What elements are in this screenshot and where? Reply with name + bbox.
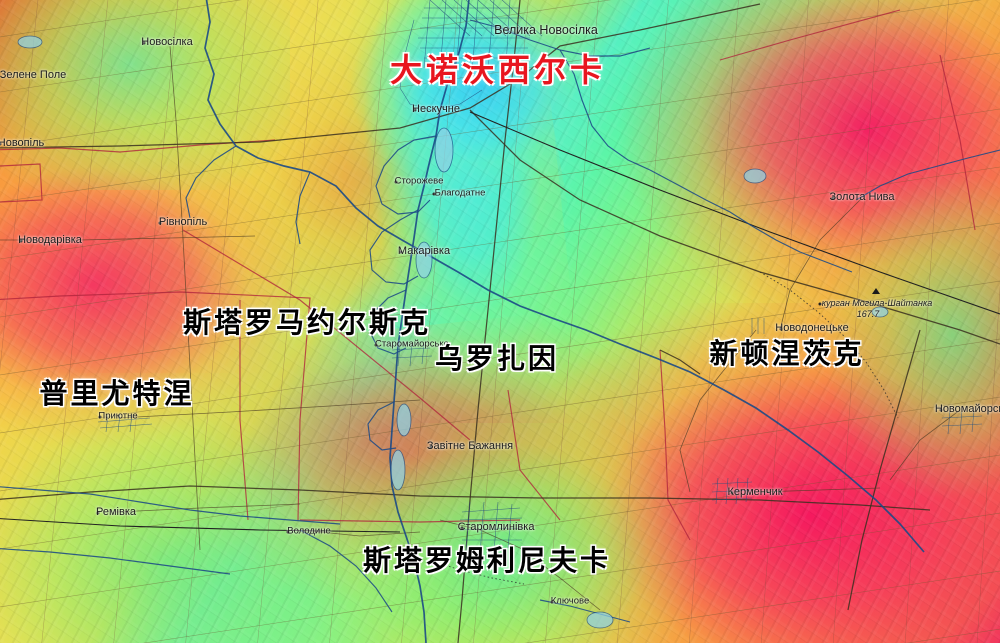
kurgan-symbol <box>872 288 880 294</box>
terrain-low-east <box>790 170 1000 500</box>
settlement-dot <box>19 239 23 243</box>
settlement-dot <box>818 302 822 306</box>
settlement-dot <box>460 526 464 530</box>
settlement-dot <box>286 530 290 534</box>
settlement-dot <box>394 180 398 184</box>
settlement-dot <box>142 41 146 45</box>
place-label: Приютне <box>98 410 138 422</box>
place-label: Ремівка <box>96 506 136 518</box>
settlement-dot <box>399 250 403 254</box>
place-label: Макарівка <box>397 245 451 257</box>
settlement-dot <box>0 142 2 146</box>
place-label: Володине <box>287 525 331 537</box>
settlement-dot <box>96 511 100 515</box>
settlement-dot <box>432 192 436 196</box>
settlement-dot <box>413 108 417 112</box>
place-label: Нескучне <box>412 103 460 115</box>
place-label: Керменчик <box>727 486 783 498</box>
settlement-dot <box>779 327 783 331</box>
terrain-low-southcentral <box>300 423 720 643</box>
highlight-place-label: 普里尤特涅 <box>39 377 195 410</box>
settlement-dot <box>98 415 102 419</box>
place-label: Велика Новосілка <box>494 23 598 37</box>
place-label: курган Могила-Шайтанка <box>821 298 933 308</box>
place-label: Новомайорське <box>934 403 1000 415</box>
place-label: Новодарівка <box>18 234 82 246</box>
place-label: Новосілка <box>141 36 193 48</box>
place-label: Рівнопіль <box>158 216 208 228</box>
place-label: Сторожеве <box>394 175 444 187</box>
highlight-place-label: 斯塔罗姆利尼夫卡 <box>362 544 612 577</box>
settlement-dot <box>374 343 378 347</box>
urban-street-grid <box>97 0 983 555</box>
place-label: 167.7 <box>856 309 880 319</box>
place-label: Завітне Бажання <box>426 440 514 452</box>
settlement-dot <box>550 600 554 604</box>
highlight-place-label: 乌罗扎因 <box>434 342 560 375</box>
place-label: Зелене Поле <box>0 69 67 81</box>
settlement-dot <box>429 445 433 449</box>
place-label: Золота Нива <box>829 191 895 203</box>
water-bodies <box>17 35 889 629</box>
place-label: Новодонецьке <box>775 322 849 334</box>
settlement-dot <box>730 491 734 495</box>
terrain-low-northwest <box>0 0 290 190</box>
place-label: Ключове <box>550 595 590 607</box>
settlement-dot <box>939 408 943 412</box>
place-label: Старомайорське <box>375 338 449 350</box>
settlement-dot <box>831 196 835 200</box>
settlement-dot <box>158 221 162 225</box>
highlight-place-label: 大诺沃西尔卡 <box>389 51 607 89</box>
railway-line <box>0 111 1000 533</box>
place-label: Новопіль <box>0 137 45 149</box>
place-label: Старомлинівка <box>457 521 535 533</box>
highlight-place-label: 斯塔罗马约尔斯克 <box>182 306 432 339</box>
place-label: Благодатне <box>434 187 486 199</box>
highlight-place-label: 新顿涅茨克 <box>709 337 865 370</box>
